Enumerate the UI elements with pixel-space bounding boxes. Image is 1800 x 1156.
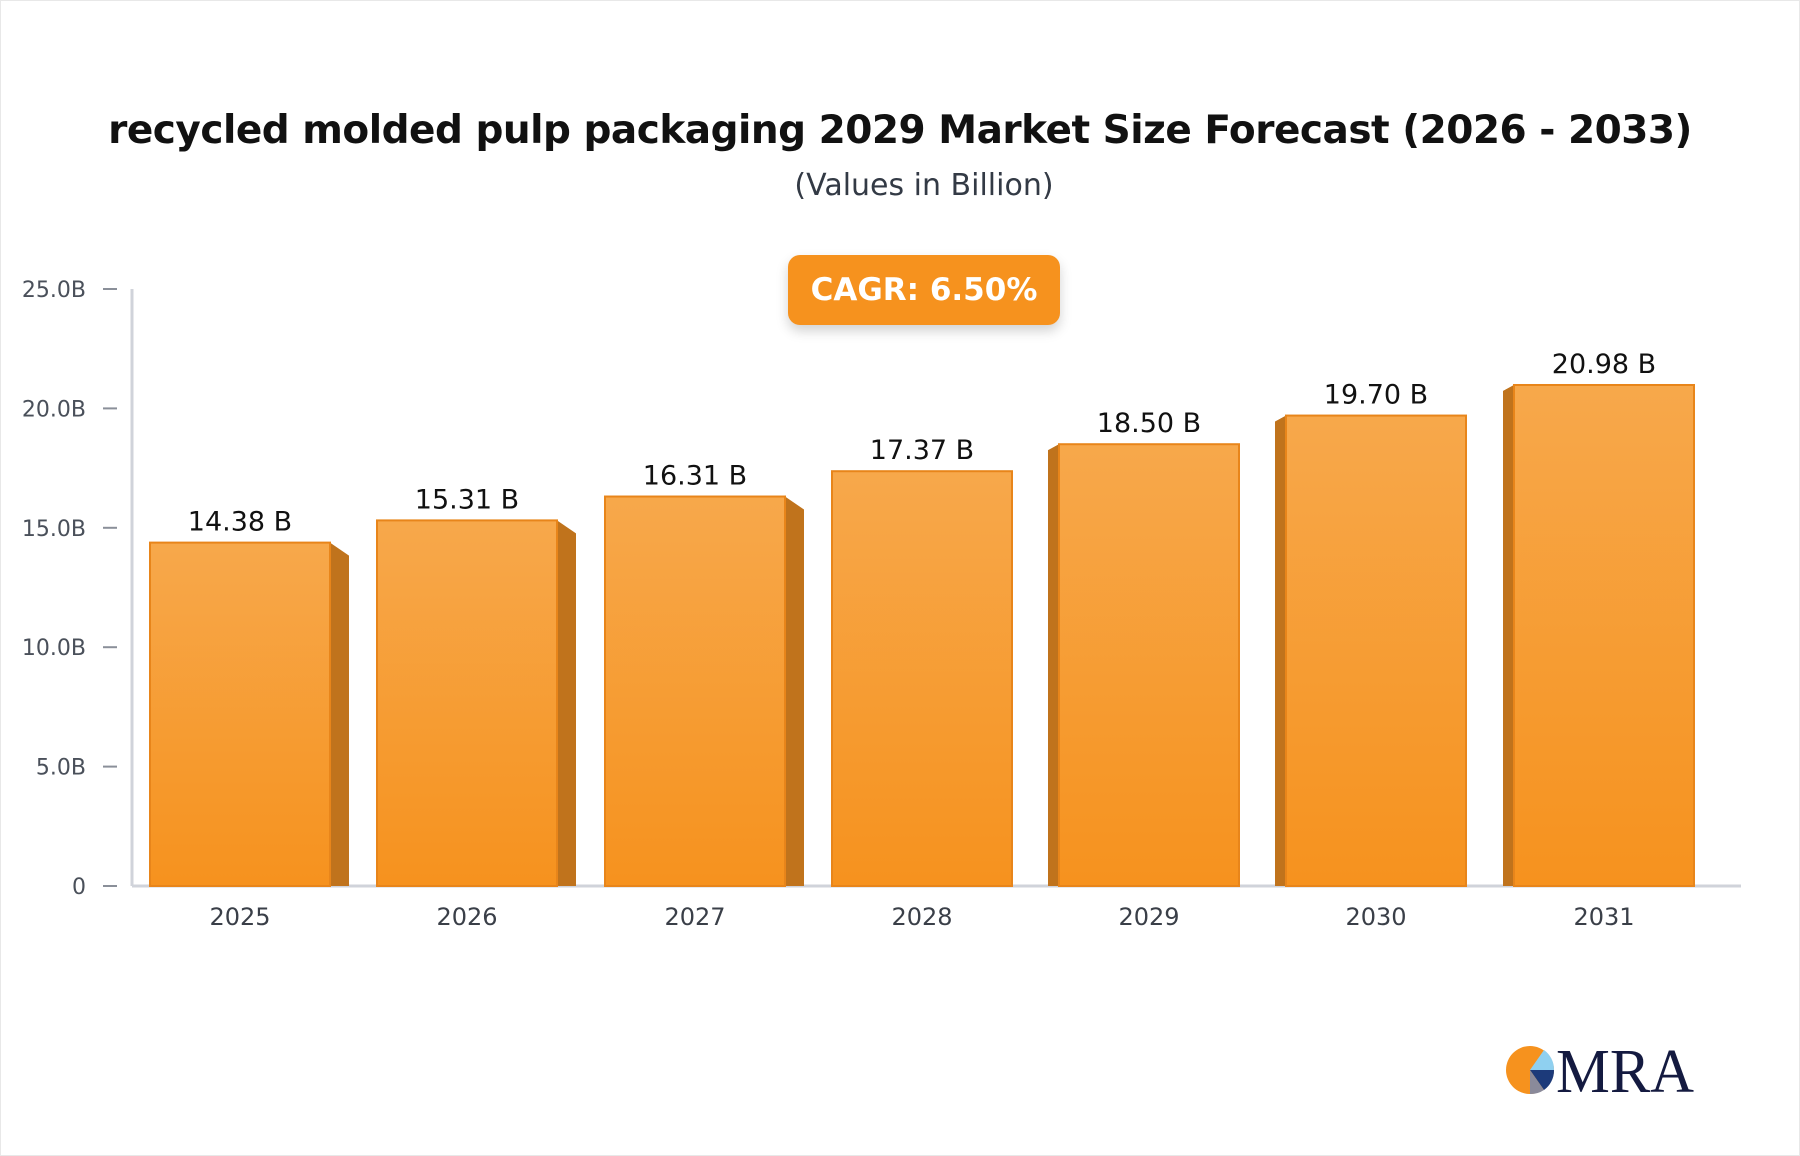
data-label: 17.37 B (870, 435, 974, 466)
bar-side (330, 542, 349, 886)
bar-group: 19.70 B 2030 (1275, 380, 1467, 931)
data-label: 15.31 B (415, 484, 519, 515)
data-label: 20.98 B (1552, 349, 1656, 380)
y-tick-label: 25.0B (22, 278, 86, 303)
chart-title: recycled molded pulp packaging 2029 Mark… (108, 108, 1692, 153)
svg-text:MRA: MRA (1556, 1040, 1694, 1100)
y-tick-label: 10.0B (22, 636, 86, 661)
data-label: 19.70 B (1324, 380, 1428, 411)
bar-group: 20.98 B 2031 (1503, 349, 1695, 931)
bar-side (785, 496, 804, 886)
data-label: 18.50 B (1097, 408, 1201, 439)
data-label: 14.38 B (188, 507, 292, 538)
x-tick-label: 2026 (436, 903, 497, 931)
x-tick-label: 2029 (1118, 903, 1179, 931)
y-tick-label: 5.0B (36, 756, 86, 781)
bar-group: 14.38 B 2025 (149, 507, 349, 931)
bar (1058, 443, 1240, 887)
bar-side (557, 520, 576, 886)
bar-group: 18.50 B 2029 (1048, 408, 1240, 931)
bar (604, 495, 786, 887)
bar-side-face (1275, 415, 1286, 886)
bar-side-face (1048, 444, 1059, 886)
bar-group: 17.37 B 2028 (831, 435, 1013, 931)
y-tick-label: 0 (72, 875, 86, 900)
bar (1285, 414, 1467, 887)
bar (831, 470, 1013, 887)
mra-logo: MRA (1504, 1040, 1704, 1100)
x-tick-label: 2031 (1573, 903, 1634, 931)
bar-group: 15.31 B 2026 (376, 484, 576, 931)
bar (1513, 383, 1695, 887)
x-tick-label: 2027 (664, 903, 725, 931)
bar (376, 519, 558, 888)
bar-side-face (1503, 384, 1514, 886)
y-tick-label: 15.0B (22, 517, 86, 542)
bar-group: 16.31 B 2027 (604, 461, 804, 931)
x-tick-label: 2028 (891, 903, 952, 931)
y-tick-label: 20.0B (22, 397, 86, 422)
chart-subtitle: (Values in Billion) (794, 168, 1054, 203)
x-tick-label: 2025 (209, 903, 270, 931)
data-label: 16.31 B (643, 461, 747, 492)
bar (149, 541, 331, 887)
cagr-badge: CAGR: 6.50% (788, 255, 1060, 325)
x-tick-label: 2030 (1345, 903, 1406, 931)
